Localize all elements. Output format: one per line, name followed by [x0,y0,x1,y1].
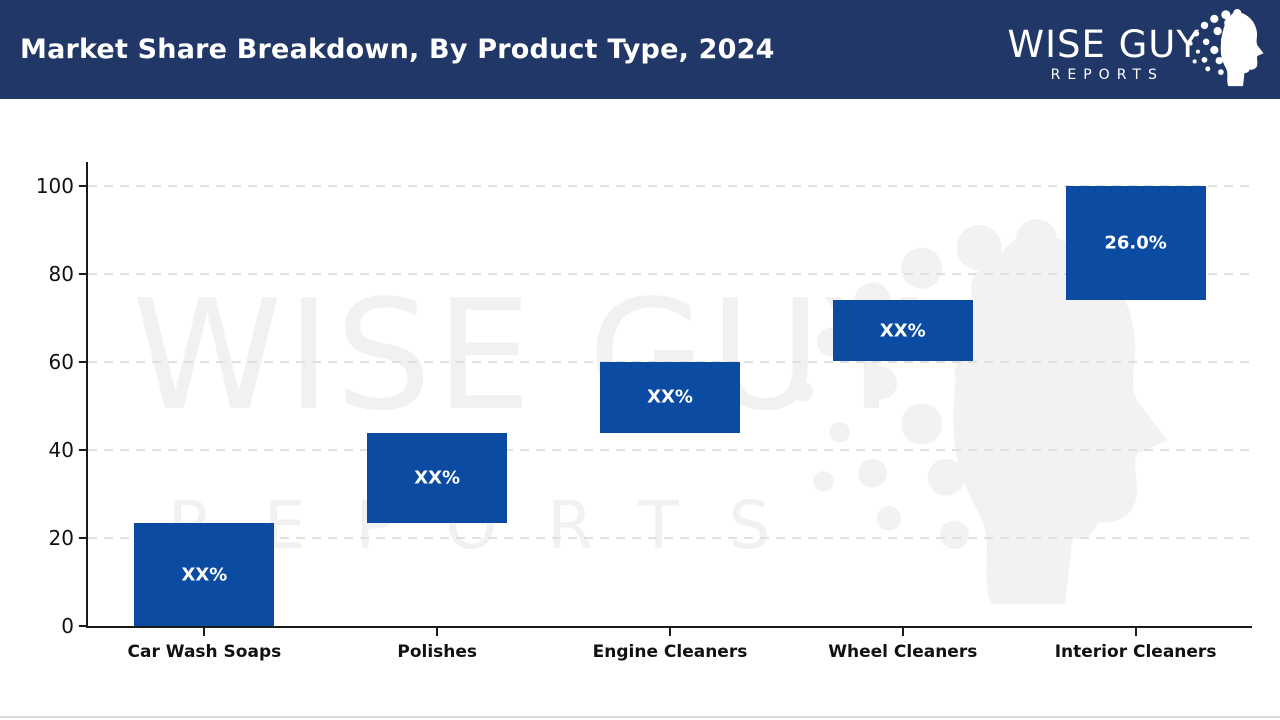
gridline-40 [88,449,1252,451]
x-tick-1 [436,628,439,636]
y-tick-label-40: 40 [48,438,74,462]
bar-wheel-cleaners: XX% [832,300,973,361]
y-tick-100 [79,185,87,187]
gridline-100 [88,185,1252,187]
brand-logo: WISE GUY REPORTS [1008,6,1266,92]
y-tick-20 [79,537,87,539]
bar-value-label-0: XX% [181,564,228,586]
y-tick-0 [79,625,87,627]
x-axis [86,626,1252,628]
bar-engine-cleaners: XX% [600,361,740,434]
chart-plot-area: WISE GUY REPORTS 0 20 40 60 80 100 Car Wash So… [0,99,1280,720]
x-tick-3 [901,628,904,636]
bar-car-wash-soaps: XX% [134,523,275,626]
brand-face-icon [1184,8,1266,92]
y-tick-label-80: 80 [48,262,74,286]
watermark-text: WISE GUY [132,267,922,444]
y-tick-label-20: 20 [48,526,74,550]
brand-subname: REPORTS [1050,66,1164,83]
x-axis-label-0: Car Wash Soaps [127,642,282,662]
y-tick-label-60: 60 [48,350,74,374]
bar-interior-cleaners: 26.0% [1065,186,1206,301]
bar-value-label-3: XX% [879,320,926,342]
bar-value-label-1: XX% [414,467,461,489]
x-axis-label-4: Interior Cleaners [1054,642,1217,662]
page-title: Market Share Breakdown, By Product Type,… [20,34,775,65]
x-tick-2 [669,628,671,636]
x-tick-4 [1134,628,1137,636]
x-axis-label-2: Engine Cleaners [592,642,748,662]
y-tick-60 [79,361,87,363]
bar-value-label-2: XX% [647,386,693,408]
bottom-divider [0,716,1280,718]
bar-value-label-4: 26.0% [1104,232,1167,254]
bar-polishes: XX% [367,433,508,524]
gridline-20 [88,537,1252,539]
brand-logo-text: WISE GUY REPORTS [1007,23,1200,83]
y-tick-80 [79,273,87,275]
x-tick-0 [203,628,206,636]
gridline-80 [88,273,1252,275]
y-tick-label-0: 0 [61,614,74,638]
x-axis-label-3: Wheel Cleaners [828,642,978,662]
y-axis [86,162,88,628]
y-tick-label-100: 100 [35,174,74,198]
brand-name: WISE GUY [1007,23,1200,67]
y-tick-40 [79,449,87,451]
header-bar: Market Share Breakdown, By Product Type,… [0,0,1280,99]
x-axis-label-1: Polishes [397,642,478,662]
